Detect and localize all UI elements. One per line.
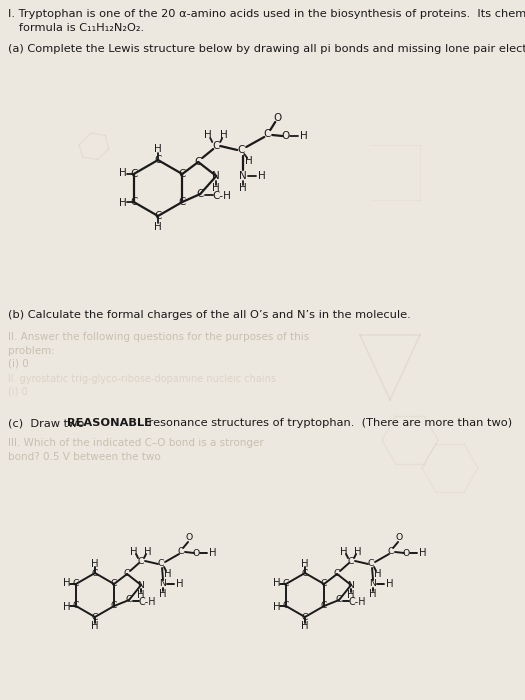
Text: H: H xyxy=(144,547,152,557)
Text: H: H xyxy=(348,590,355,600)
Text: N: N xyxy=(138,580,144,589)
Text: H: H xyxy=(91,559,99,569)
Text: H: H xyxy=(301,559,309,569)
Text: C: C xyxy=(72,580,79,589)
Text: C: C xyxy=(195,157,202,167)
Text: H: H xyxy=(273,578,281,588)
Text: C: C xyxy=(334,570,340,578)
Text: H: H xyxy=(258,171,266,181)
Text: C: C xyxy=(348,556,354,566)
Text: (a) Complete the Lewis structure below by drawing all pi bonds and missing lone : (a) Complete the Lewis structure below b… xyxy=(8,44,525,54)
Text: H: H xyxy=(130,547,138,557)
Text: H: H xyxy=(63,602,71,612)
Text: C: C xyxy=(126,596,132,605)
Text: N: N xyxy=(239,171,247,181)
Text: lll. Which of the indicated C–O bond is a stronger: lll. Which of the indicated C–O bond is … xyxy=(8,438,264,448)
Text: C: C xyxy=(336,596,342,605)
Text: H: H xyxy=(91,621,99,631)
Text: N: N xyxy=(348,580,354,589)
Text: C: C xyxy=(196,189,204,199)
Text: C: C xyxy=(124,570,130,578)
Text: H: H xyxy=(301,621,309,631)
Text: C: C xyxy=(302,612,308,622)
Text: N: N xyxy=(213,171,220,181)
Text: C: C xyxy=(130,197,138,207)
Text: O: O xyxy=(395,533,403,542)
Text: C-H: C-H xyxy=(348,597,366,607)
Text: ll. gyrostatic trig-glyco-ribose-dopamine nucleic chains: ll. gyrostatic trig-glyco-ribose-dopamin… xyxy=(8,374,276,384)
Text: H: H xyxy=(419,548,427,558)
Text: N: N xyxy=(370,580,376,589)
Text: C: C xyxy=(282,580,289,589)
Text: H: H xyxy=(209,548,217,558)
Text: H: H xyxy=(154,222,162,232)
Text: C: C xyxy=(158,559,164,568)
Text: (i) 0: (i) 0 xyxy=(8,358,29,368)
Text: C: C xyxy=(388,547,394,556)
Text: C: C xyxy=(321,580,327,589)
Text: C: C xyxy=(111,601,117,610)
Text: H: H xyxy=(239,183,247,193)
Text: H: H xyxy=(159,589,167,599)
Text: H: H xyxy=(63,578,71,588)
Text: N: N xyxy=(160,580,166,589)
Text: formula is C₁₁H₁₂N₂O₂.: formula is C₁₁H₁₂N₂O₂. xyxy=(8,23,144,33)
Text: O: O xyxy=(273,113,281,123)
Text: C: C xyxy=(213,141,220,151)
Text: O: O xyxy=(281,131,289,141)
Text: O: O xyxy=(185,533,193,542)
Text: REASONABLE: REASONABLE xyxy=(67,418,152,428)
Text: H: H xyxy=(386,579,394,589)
Text: H: H xyxy=(138,590,145,600)
Text: (b) Calculate the formal charges of the all O’s and N’s in the molecule.: (b) Calculate the formal charges of the … xyxy=(8,310,411,320)
Text: resonance structures of tryptophan.  (There are more than two): resonance structures of tryptophan. (The… xyxy=(145,418,512,428)
Text: O: O xyxy=(193,549,200,557)
Text: H: H xyxy=(119,168,127,178)
Text: (i) 0: (i) 0 xyxy=(8,386,28,396)
Text: C-H: C-H xyxy=(138,597,156,607)
Text: I. Tryptophan is one of the 20 α-amino acids used in the biosynthesis of protein: I. Tryptophan is one of the 20 α-amino a… xyxy=(8,9,525,19)
Text: H: H xyxy=(354,547,362,557)
Text: C: C xyxy=(264,129,271,139)
Text: H: H xyxy=(300,131,308,141)
Text: H: H xyxy=(213,183,220,193)
Text: ll. Answer the following questions for the purposes of this: ll. Answer the following questions for t… xyxy=(8,332,309,342)
Text: C: C xyxy=(72,601,79,610)
Text: C: C xyxy=(138,556,144,566)
Text: C: C xyxy=(178,197,186,207)
Text: H: H xyxy=(119,198,127,208)
Text: problem:: problem: xyxy=(8,346,55,356)
Text: C: C xyxy=(178,169,186,179)
Text: H: H xyxy=(220,130,228,140)
Text: H: H xyxy=(245,156,253,166)
Text: H: H xyxy=(154,144,162,154)
Text: (c)  Draw two: (c) Draw two xyxy=(8,418,88,428)
Text: H: H xyxy=(273,602,281,612)
Text: O: O xyxy=(403,549,410,557)
Text: H: H xyxy=(164,569,172,579)
Text: C-H: C-H xyxy=(213,191,232,201)
Text: H: H xyxy=(340,547,348,557)
Text: C: C xyxy=(111,580,117,589)
Text: C: C xyxy=(237,145,245,155)
Text: C: C xyxy=(321,601,327,610)
Text: H: H xyxy=(374,569,382,579)
Text: C: C xyxy=(154,211,162,221)
Text: C: C xyxy=(154,155,162,165)
Text: H: H xyxy=(369,589,377,599)
Text: bond? 0.5 V between the two: bond? 0.5 V between the two xyxy=(8,452,161,462)
Text: C: C xyxy=(92,568,98,578)
Text: C: C xyxy=(282,601,289,610)
Text: H: H xyxy=(176,579,184,589)
Text: H: H xyxy=(204,130,212,140)
Text: C: C xyxy=(130,169,138,179)
Text: C: C xyxy=(178,547,184,556)
Text: C: C xyxy=(302,568,308,578)
Text: C: C xyxy=(92,612,98,622)
Text: C: C xyxy=(368,559,374,568)
